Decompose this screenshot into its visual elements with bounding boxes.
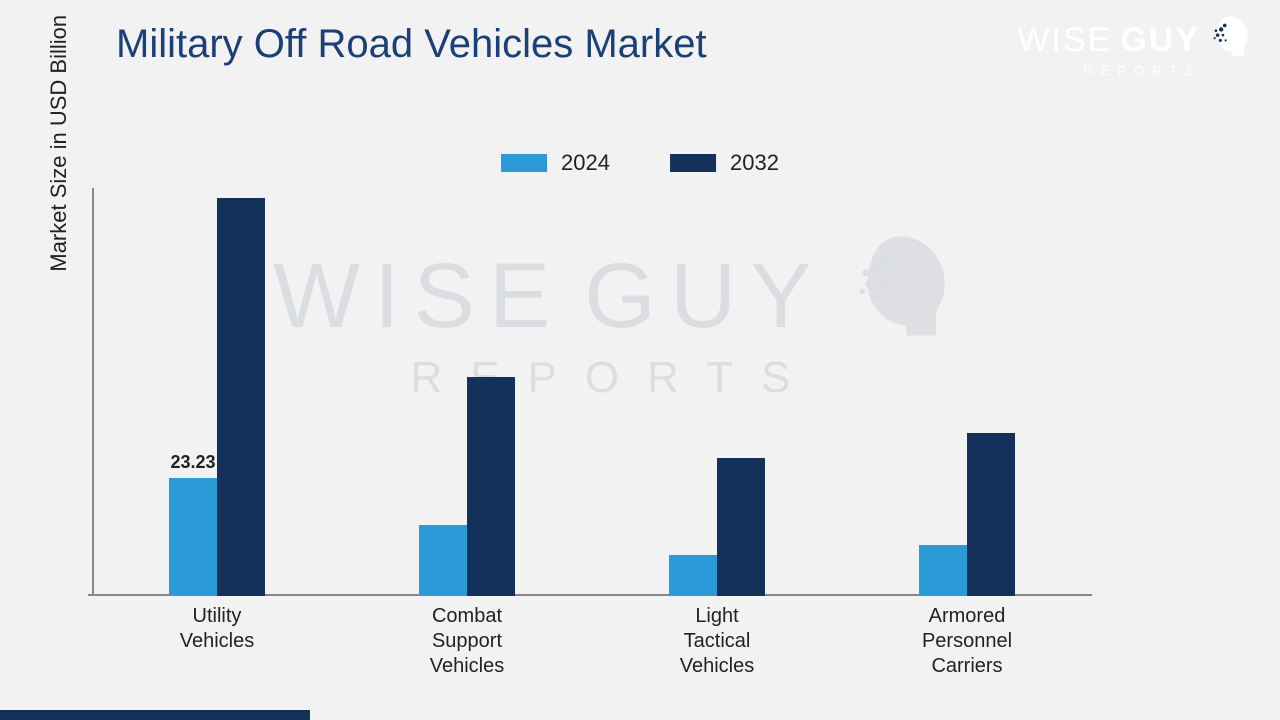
bar-group [842, 188, 1092, 596]
logo-text-guy: GUY [1120, 21, 1200, 60]
bar-2024: 23.23 [169, 478, 217, 596]
bar-2024 [419, 525, 467, 596]
brand-logo: WISE GUY REPORTS [1017, 14, 1252, 78]
x-axis-category-label: LightTacticalVehicles [592, 604, 842, 679]
y-axis-label: Market Size in USD Billion [46, 15, 72, 272]
x-axis-labels: UtilityVehiclesCombatSupportVehiclesLigh… [92, 604, 1092, 679]
x-axis-category-label: ArmoredPersonnelCarriers [842, 604, 1092, 679]
chart-title: Military Off Road Vehicles Market [116, 22, 707, 67]
legend-item-2024: 2024 [501, 150, 610, 176]
legend-item-2032: 2032 [670, 150, 779, 176]
bar-groups: 23.23 [92, 188, 1092, 596]
logo-text-reports: REPORTS [1017, 63, 1202, 78]
bar-group [342, 188, 592, 596]
legend-swatch-2032 [670, 154, 716, 172]
chart-legend: 2024 2032 [501, 150, 779, 176]
ai-head-icon [1208, 14, 1252, 67]
bar-2032 [967, 433, 1015, 596]
bar-2032 [467, 377, 515, 596]
bar-2024 [669, 555, 717, 596]
logo-text-wise: WISE [1017, 21, 1112, 60]
bar-2024 [919, 545, 967, 596]
chart-plot-area: 23.23 [92, 188, 1092, 596]
legend-label-2032: 2032 [730, 150, 779, 176]
legend-label-2024: 2024 [561, 150, 610, 176]
legend-swatch-2024 [501, 154, 547, 172]
bar-value-label: 23.23 [170, 452, 215, 473]
bar-group [592, 188, 842, 596]
bar-2032 [217, 198, 265, 596]
x-axis-category-label: CombatSupportVehicles [342, 604, 592, 679]
bar-group: 23.23 [92, 188, 342, 596]
bar-2032 [717, 458, 765, 596]
x-axis-category-label: UtilityVehicles [92, 604, 342, 679]
bottom-accent-bar [0, 710, 310, 720]
